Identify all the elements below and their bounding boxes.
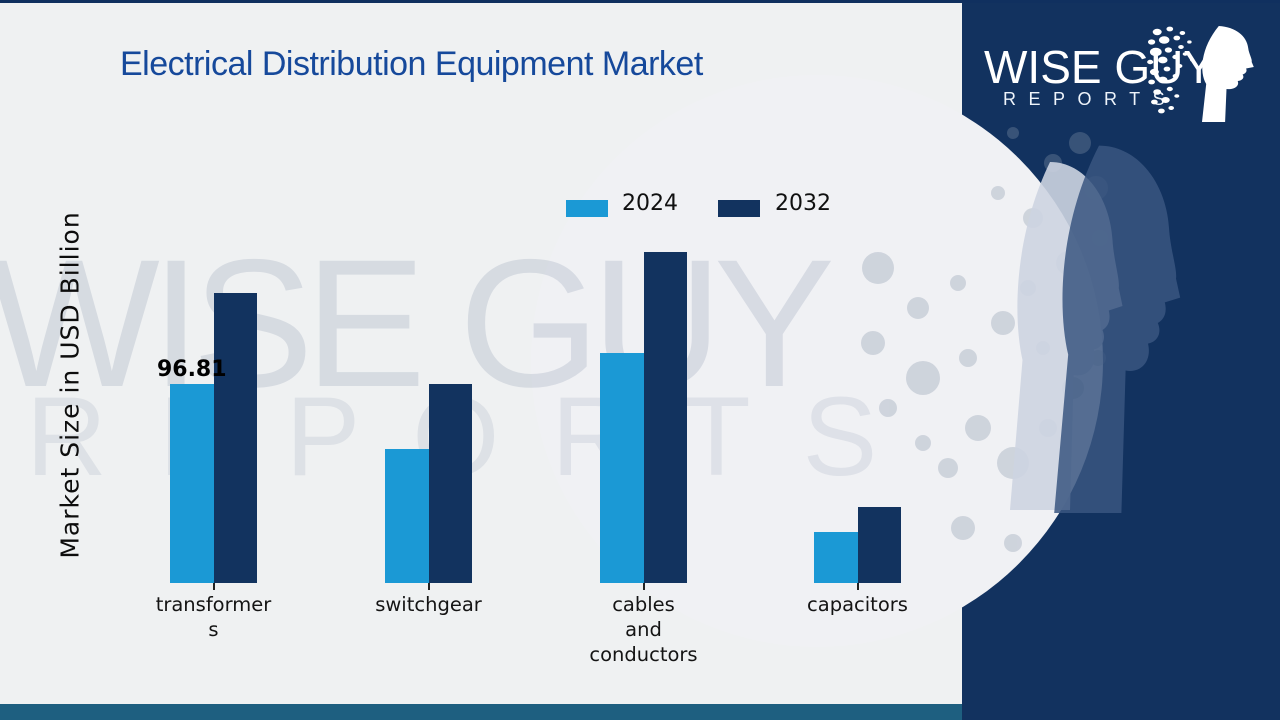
bar-2024-cables-and-conductors <box>600 353 644 583</box>
category-label-transformers: transformer s <box>155 593 272 641</box>
top-border-line <box>0 0 1280 3</box>
category-label-switchgear: switchgear <box>375 593 482 616</box>
x-axis-tick <box>212 583 215 590</box>
brand-reports-label: REPORTS <box>1003 89 1178 109</box>
category-label-capacitors: capacitors <box>807 593 908 616</box>
chart-title: Electrical Distribution Equipment Market <box>120 45 703 83</box>
bar-2024-transformers <box>170 384 214 583</box>
bar-2024-capacitors <box>814 532 858 583</box>
bar-value-label: 96.81 <box>156 357 227 382</box>
brand-wordmark: WISE GUY <box>984 41 1215 93</box>
legend-label-2032: 2032 <box>775 191 831 216</box>
bar-2032-switchgear <box>428 384 472 583</box>
wiseguy-head-icon <box>1147 26 1254 122</box>
legend-label-2024: 2024 <box>622 191 678 216</box>
bar-2032-transformers <box>213 293 257 583</box>
bar-2024-switchgear <box>385 449 429 583</box>
watermark-wordmark: WISE GUY <box>0 221 835 425</box>
category-label-cables-and-conductors: cables and conductors <box>589 593 698 666</box>
bar-2032-cables-and-conductors <box>643 252 687 583</box>
x-axis-tick <box>642 583 645 590</box>
x-axis-tick <box>856 583 859 590</box>
legend-swatch-2032 <box>718 200 760 217</box>
legend-swatch-2024 <box>566 200 608 217</box>
watermark-face-silhouette <box>1054 145 1181 513</box>
x-axis-tick <box>427 583 430 590</box>
bar-2032-capacitors <box>857 507 901 583</box>
footer-bar <box>0 704 1280 720</box>
